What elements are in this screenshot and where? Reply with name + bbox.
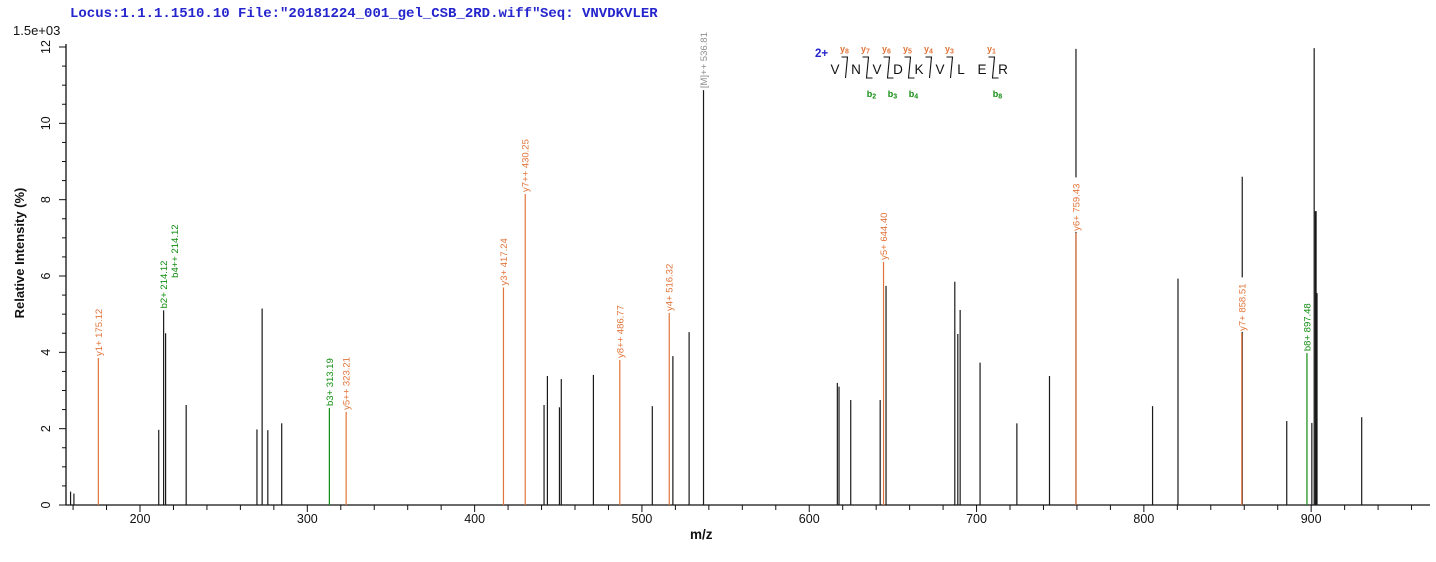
peak-label-bg xyxy=(664,257,675,313)
peak-label-text: y7++ 430.25 xyxy=(521,139,532,192)
residue-letter: K xyxy=(914,62,923,77)
peak-label-text: b2+ 214.12 xyxy=(159,261,170,309)
locus-file-header: Locus:1.1.1.1510.10 File:"20181224_001_g… xyxy=(70,6,541,22)
peak-label: [M]++ 536.81 xyxy=(698,24,710,90)
peak-label-text: b4++ 214.12 xyxy=(170,224,181,277)
peak-label-text: y1+ 175.12 xyxy=(94,309,105,356)
fragmentation-mark xyxy=(841,56,849,79)
residue-letter: V xyxy=(872,62,881,77)
peak-label-bg xyxy=(498,231,509,287)
peak-label-text: y5+ 644.40 xyxy=(879,213,890,260)
peak-label-text: y3+ 417.24 xyxy=(499,238,510,285)
fragmentation-mark xyxy=(946,56,954,79)
x-tick-label: 200 xyxy=(130,512,151,526)
x-tick-label: 300 xyxy=(297,512,318,526)
y-tick-label: 2 xyxy=(39,425,53,432)
peak-label: b2+ 214.12 xyxy=(158,254,170,310)
residue-letter: V xyxy=(935,62,944,77)
sequence-header: Seq: VNVDKVLER xyxy=(540,6,658,22)
ion-label: b8 xyxy=(993,89,1003,101)
ion-label: b2 xyxy=(867,89,877,101)
ion-label: y5 xyxy=(903,44,912,56)
residue-letter: R xyxy=(998,62,1008,77)
peaks xyxy=(69,48,1363,505)
residue-letter: L xyxy=(957,62,965,77)
peak-label: y1+ 175.12 xyxy=(93,302,105,358)
y-tick-label: 0 xyxy=(39,501,53,508)
max-intensity-label: 1.5e+03 xyxy=(13,23,61,38)
residue-letter: V xyxy=(830,62,839,77)
y-tick-label: 4 xyxy=(39,349,53,356)
peak-label-bg xyxy=(878,206,890,261)
peak-label: y6+ 759.43 xyxy=(1070,177,1082,232)
x-tick-label: 700 xyxy=(966,512,987,526)
peak-label-text: y5++ 323.21 xyxy=(342,357,353,410)
peak-label-bg xyxy=(1301,297,1313,353)
ion-label: b3 xyxy=(888,89,898,101)
fragmentation-mark xyxy=(988,56,999,79)
peak-label-bg xyxy=(520,133,531,193)
peak-label-bg xyxy=(93,302,104,358)
peak-label: b3+ 313.19 xyxy=(324,352,336,408)
x-tick-label: 500 xyxy=(632,512,653,526)
residue-letter: N xyxy=(851,62,861,77)
x-tick-label: 800 xyxy=(1133,512,1154,526)
fragmentation-mark xyxy=(904,56,915,79)
peak-label: y7++ 430.25 xyxy=(520,133,532,193)
x-tick-label: 400 xyxy=(464,512,485,526)
ion-label: y3 xyxy=(945,44,954,56)
y-tick-label: 8 xyxy=(39,196,53,203)
peak-label: y3+ 417.24 xyxy=(498,231,510,287)
peak-label: b4++ 214.12 xyxy=(169,219,181,279)
peak-label-bg xyxy=(1070,177,1082,232)
peak-label-text: y8++ 486.77 xyxy=(615,305,626,358)
ion-label: y6 xyxy=(882,44,891,56)
peak-label-text: y7+ 858.51 xyxy=(1237,284,1248,331)
fragmentation-mark xyxy=(862,56,873,79)
peak-label-bg xyxy=(158,254,170,310)
x-tick-label: 900 xyxy=(1301,512,1322,526)
peak-label: y5++ 323.21 xyxy=(341,351,353,411)
y-tick-label: 12 xyxy=(39,40,53,54)
peak-label-bg xyxy=(1236,277,1248,332)
peak-label-text: [M]++ 536.81 xyxy=(699,32,710,88)
peak-label-bg xyxy=(324,352,335,408)
y-tick-label: 6 xyxy=(39,272,53,279)
x-axis-title: m/z xyxy=(690,527,713,542)
peak-label-bg xyxy=(698,24,710,90)
ion-label: y8 xyxy=(840,44,849,56)
peak-label-text: y4+ 516.32 xyxy=(665,264,676,311)
fragmentation-mark xyxy=(925,56,933,79)
fragmentation-mark xyxy=(883,56,894,79)
peak-label: y7+ 858.51 xyxy=(1236,277,1248,332)
peak-label-text: y6+ 759.43 xyxy=(1071,184,1082,231)
residue-letter: D xyxy=(893,62,903,77)
residue-letter: E xyxy=(977,62,986,77)
y-tick-label: 10 xyxy=(39,116,53,130)
ion-label: b4 xyxy=(909,89,919,101)
ion-label: y7 xyxy=(861,44,870,56)
peak-label-text: b3+ 313.19 xyxy=(325,358,336,406)
peak-label: y5+ 644.40 xyxy=(878,206,890,261)
precursor-charge: 2+ xyxy=(815,48,828,60)
peak-label-bg xyxy=(341,351,352,411)
ion-label: y1 xyxy=(987,44,996,56)
peak-label: y8++ 486.77 xyxy=(614,299,626,359)
axes: 200 300 400 500 600 700 800 900 0 2 4 6 8 10 12 xyxy=(39,40,1430,526)
x-tick-label: 600 xyxy=(799,512,820,526)
peak-label-text: b8+ 897.48 xyxy=(1302,303,1313,351)
peak-label: y4+ 516.32 xyxy=(664,257,676,313)
peak-label-bg xyxy=(169,219,181,279)
y-axis-title: Relative Intensity (%) xyxy=(12,188,27,319)
peak-label-bg xyxy=(614,299,626,359)
peak-label: b8+ 897.48 xyxy=(1301,297,1313,353)
ion-label: y4 xyxy=(924,44,933,56)
